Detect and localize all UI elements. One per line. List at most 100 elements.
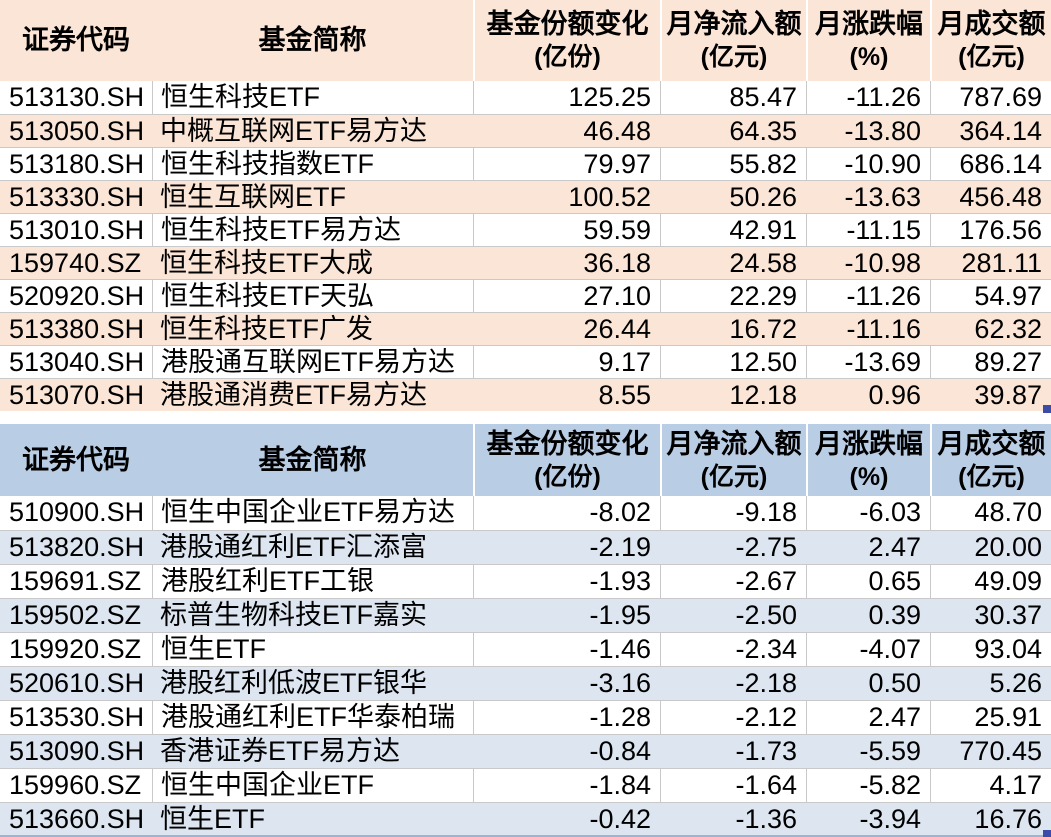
table-cell: 787.69 bbox=[930, 81, 1051, 114]
table-cell: -1.93 bbox=[473, 565, 660, 598]
table-cell: 恒生互联网ETF bbox=[160, 182, 346, 212]
table-cell: 159920.SZ bbox=[9, 634, 142, 664]
header-title: 月净流入额 bbox=[666, 9, 802, 39]
table-cell: -11.26 bbox=[806, 280, 930, 312]
table-cell: 16.72 bbox=[729, 314, 797, 344]
header-unit: (亿元) bbox=[700, 462, 768, 491]
table-cell: -13.69 bbox=[806, 346, 930, 378]
table-row: 513380.SH 恒生科技ETF广发 26.44 16.72 -11.16 62.32 bbox=[0, 312, 1051, 345]
table-cell: 520610.SH bbox=[9, 668, 145, 698]
table-cell: 香港证券ETF易方达 bbox=[160, 736, 400, 766]
table-cell: -5.59 bbox=[859, 736, 921, 766]
table-cell: 513130.SH bbox=[9, 82, 145, 112]
table-cell: 79.97 bbox=[473, 148, 660, 180]
table-cell: 26.44 bbox=[583, 314, 651, 344]
table-cell: 5.26 bbox=[989, 668, 1042, 698]
table-row: 159691.SZ 港股红利ETF工银 -1.93 -2.67 0.65 49.09 bbox=[0, 564, 1051, 598]
table-cell: 513070.SH bbox=[9, 380, 145, 410]
table-row: 159960.SZ 恒生中国企业ETF -1.84 -1.64 -5.82 4.17 bbox=[0, 768, 1051, 802]
table-cell: 50.26 bbox=[729, 182, 797, 212]
table-cell: -10.90 bbox=[806, 148, 930, 180]
header-title: 基金份额变化 bbox=[486, 9, 649, 39]
table-cell: 恒生中国企业ETF bbox=[152, 769, 473, 802]
table-cell: 12.18 bbox=[729, 380, 797, 410]
header-title: 月成交额 bbox=[937, 428, 1046, 459]
header-title: 证券代码 bbox=[22, 444, 130, 475]
table-cell: -1.84 bbox=[473, 769, 660, 802]
header-title: 基金简称 bbox=[258, 25, 367, 55]
table-cell: 520920.SH bbox=[9, 281, 145, 311]
table-cell: 48.70 bbox=[930, 496, 1051, 530]
table-cell: 513330.SH bbox=[9, 182, 145, 212]
table-row: 513090.SH 香港证券ETF易方达 -0.84 -1.73 -5.59 770.45 bbox=[0, 734, 1051, 768]
header-unit: (亿份) bbox=[534, 43, 601, 71]
table-cell: 恒生ETF bbox=[152, 633, 473, 666]
table-cell: 93.04 bbox=[930, 633, 1051, 666]
header-unit: (亿元) bbox=[700, 43, 768, 71]
header-cell-monthly-change: 月涨跌幅 (%) bbox=[806, 0, 930, 81]
table-cell: 港股通红利ETF汇添富 bbox=[160, 532, 427, 562]
table-cell: -1.64 bbox=[660, 769, 806, 802]
table-cell: -1.95 bbox=[589, 600, 651, 630]
table-cell: -2.67 bbox=[660, 565, 806, 598]
table-cell: 8.55 bbox=[598, 380, 651, 410]
outflow-table-body: 510900.SH 恒生中国企业ETF易方达 -8.02 -9.18 -6.03 48.7… bbox=[0, 496, 1051, 836]
table-cell: 513820.SH bbox=[9, 532, 145, 562]
table-cell: 100.52 bbox=[568, 182, 651, 212]
table-row: 159920.SZ 恒生ETF -1.46 -2.34 -4.07 93.04 bbox=[0, 632, 1051, 666]
header-cell-code: 证券代码 bbox=[0, 424, 152, 496]
table-row: 513330.SH 恒生互联网ETF 100.52 50.26 -13.63 456.48 bbox=[0, 180, 1051, 213]
header-title: 基金简称 bbox=[258, 444, 367, 475]
table-cell: 364.14 bbox=[959, 116, 1042, 146]
table-row: 513130.SH 恒生科技ETF 125.25 85.47 -11.26 787.69 bbox=[0, 81, 1051, 114]
header-cell-name: 基金简称 bbox=[152, 0, 473, 81]
table-cell: 港股红利低波ETF银华 bbox=[160, 668, 427, 698]
table-cell: 513050.SH bbox=[9, 116, 145, 146]
table-cell: -1.28 bbox=[473, 701, 660, 734]
table-cell: 59.59 bbox=[473, 214, 660, 246]
table-cell: -13.63 bbox=[844, 182, 921, 212]
table-cell: -8.02 bbox=[473, 496, 660, 530]
table-cell: 0.65 bbox=[806, 565, 930, 598]
table-cell: 恒生中国企业ETF易方达 bbox=[152, 496, 473, 530]
table-cell: 513380.SH bbox=[9, 314, 145, 344]
table-cell: -0.42 bbox=[589, 804, 651, 834]
table-cell: 55.82 bbox=[660, 148, 806, 180]
selection-corner-marker bbox=[1043, 405, 1051, 413]
table-cell: 0.39 bbox=[868, 600, 921, 630]
table-cell: -13.80 bbox=[844, 116, 921, 146]
table-cell: 港股通互联网ETF易方达 bbox=[152, 346, 473, 378]
table-cell: 0.96 bbox=[868, 380, 921, 410]
table-cell: 恒生科技ETF广发 bbox=[160, 314, 373, 344]
table-row: 513070.SH 港股通消费ETF易方达 8.55 12.18 0.96 39.87 bbox=[0, 378, 1051, 411]
table-cell: 159960.SZ bbox=[9, 770, 142, 800]
table-row: 510900.SH 恒生中国企业ETF易方达 -8.02 -9.18 -6.03 48.7… bbox=[0, 496, 1051, 530]
table-cell: 港股通红利ETF华泰柏瑞 bbox=[152, 701, 473, 734]
table-row: 513010.SH 恒生科技ETF易方达 59.59 42.91 -11.15 176.5… bbox=[0, 213, 1051, 246]
table-row: 513820.SH 港股通红利ETF汇添富 -2.19 -2.75 2.47 20.00 bbox=[0, 530, 1051, 564]
table-cell: 159691.SZ bbox=[9, 566, 142, 596]
table-cell: 456.48 bbox=[959, 182, 1042, 212]
header-cell-share-change: 基金份额变化 (亿份) bbox=[473, 424, 660, 496]
table-row: 520920.SH 恒生科技ETF天弘 27.10 22.29 -11.26 54.97 bbox=[0, 279, 1051, 312]
header-title: 月成交额 bbox=[937, 9, 1046, 39]
table-cell: 159740.SZ bbox=[9, 248, 142, 278]
table-cell: 0.50 bbox=[868, 668, 921, 698]
header-cell-code: 证券代码 bbox=[0, 0, 152, 81]
table-cell: -2.19 bbox=[589, 532, 651, 562]
header-cell-name: 基金简称 bbox=[152, 424, 473, 496]
table-cell: 89.27 bbox=[930, 346, 1051, 378]
header-title: 基金份额变化 bbox=[486, 428, 649, 459]
table-cell: 686.14 bbox=[930, 148, 1051, 180]
table-cell: -3.94 bbox=[859, 804, 921, 834]
table-cell: 2.47 bbox=[868, 532, 921, 562]
table-cell: 4.17 bbox=[930, 769, 1051, 802]
table-cell: -5.82 bbox=[806, 769, 930, 802]
header-unit: (亿元) bbox=[958, 462, 1025, 491]
table-row: 159740.SZ 恒生科技ETF大成 36.18 24.58 -10.98 281.11 bbox=[0, 246, 1051, 279]
table-cell: 513180.SH bbox=[9, 149, 145, 179]
table-cell: -1.36 bbox=[735, 804, 797, 834]
table-cell: 513530.SH bbox=[9, 702, 145, 732]
table-cell: 159502.SZ bbox=[9, 600, 142, 630]
header-cell-monthly-change: 月涨跌幅 (%) bbox=[806, 424, 930, 496]
